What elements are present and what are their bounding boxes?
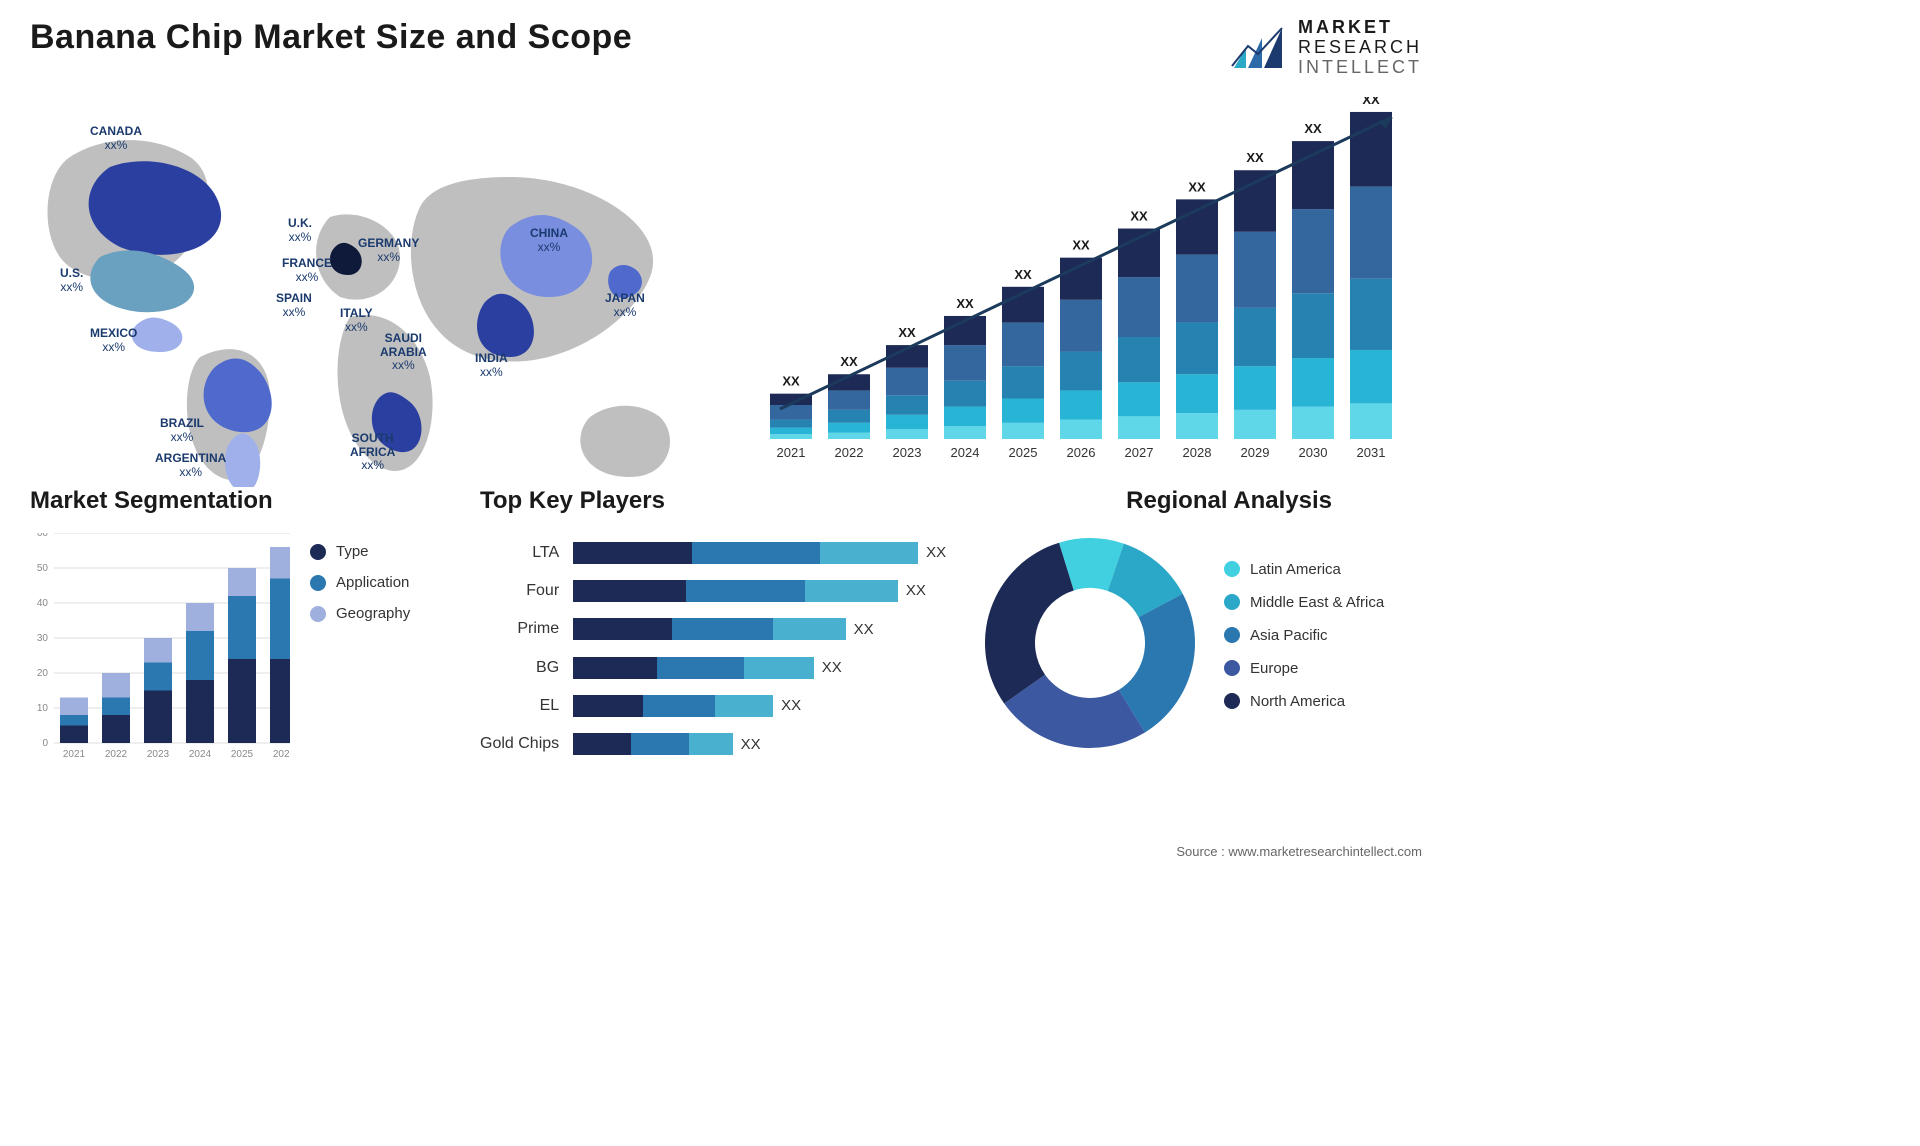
map-label: U.S.xx% [60,267,83,293]
players-bars: XX XX XX XX XX XX [573,533,950,763]
player-value: XX [926,544,946,561]
legend-item: Europe [1224,660,1384,677]
svg-text:XX: XX [1072,238,1090,253]
map-label: U.K.xx% [288,217,312,243]
map-label: SAUDIARABIAxx% [380,332,427,372]
svg-text:40: 40 [37,598,49,609]
map-label: CHINAxx% [530,227,568,253]
player-label: Four [480,582,559,600]
svg-text:20: 20 [37,668,49,679]
player-bar-row: XX [573,618,950,640]
map-label: GERMANYxx% [358,237,419,263]
svg-text:60: 60 [37,533,49,539]
svg-text:2027: 2027 [1125,445,1154,460]
player-label: Prime [480,620,559,638]
svg-text:2021: 2021 [777,445,806,460]
map-label: SPAINxx% [276,292,312,318]
svg-text:2025: 2025 [231,749,254,760]
player-value: XX [741,736,761,753]
svg-text:2030: 2030 [1299,445,1328,460]
map-label: SOUTHAFRICAxx% [350,432,395,472]
player-label: EL [480,697,559,715]
player-bar-row: XX [573,580,950,602]
svg-text:10: 10 [37,703,49,714]
growth-bar-chart: XX 2021 XX 2022 XX 2023 XX 2024 XX 2025 XX 2026 XX 20… [762,97,1422,487]
legend-item: Middle East & Africa [1224,594,1384,611]
map-label: CANADAxx% [90,125,142,151]
player-label: LTA [480,544,559,562]
player-label: Gold Chips [480,735,559,753]
svg-text:XX: XX [1304,121,1322,136]
svg-text:2026: 2026 [273,749,290,760]
svg-text:30: 30 [37,633,49,644]
svg-text:XX: XX [1188,180,1206,195]
map-label: FRANCExx% [282,257,332,283]
map-label: INDIAxx% [475,352,508,378]
player-bar-row: XX [573,542,950,564]
svg-text:2025: 2025 [1009,445,1038,460]
legend-item: Latin America [1224,561,1384,578]
svg-text:2029: 2029 [1241,445,1270,460]
player-bar-row: XX [573,657,950,679]
map-label: MEXICOxx% [90,327,137,353]
svg-text:XX: XX [1246,151,1264,166]
player-label: BG [480,659,559,677]
logo-text-1: MARKET [1298,18,1422,38]
legend-item: Asia Pacific [1224,627,1384,644]
logo-icon [1228,24,1288,72]
logo-text-3: INTELLECT [1298,58,1422,78]
svg-text:XX: XX [840,355,858,370]
regional-legend: Latin America Middle East & Africa Asia Pa… [1224,561,1384,726]
svg-text:2023: 2023 [893,445,922,460]
brand-logo: MARKET RESEARCH INTELLECT [1228,18,1422,77]
svg-text:XX: XX [898,325,916,340]
svg-text:XX: XX [1362,97,1380,107]
players-labels: LTA Four Prime BG EL Gold Chips [480,533,559,763]
map-label: BRAZILxx% [160,417,204,443]
logo-text-2: RESEARCH [1298,38,1422,58]
svg-text:2028: 2028 [1183,445,1212,460]
svg-text:2022: 2022 [835,445,864,460]
segmentation-chart: 0 10 20 30 40 50 60 2021 2022 2023 2024 2025 2026 [30,533,290,773]
map-label: ARGENTINAxx% [155,452,226,478]
regional-donut [980,533,1200,753]
player-value: XX [854,621,874,638]
map-label: ITALYxx% [340,307,373,333]
svg-text:XX: XX [782,374,800,389]
svg-text:2023: 2023 [147,749,170,760]
source-citation: Source : www.marketresearchintellect.com [1176,844,1422,859]
legend-item: Application [310,574,410,591]
svg-text:2026: 2026 [1067,445,1096,460]
regional-title: Regional Analysis [980,487,1422,515]
svg-text:50: 50 [37,563,49,574]
segmentation-legend: Type Application Geography [310,533,410,773]
svg-text:2024: 2024 [951,445,980,460]
map-label: JAPANxx% [605,292,645,318]
player-value: XX [822,659,842,676]
svg-text:0: 0 [42,738,48,749]
svg-text:2021: 2021 [63,749,86,760]
world-map-region: CANADAxx% U.S.xx% MEXICOxx% BRAZILxx% ARGENT… [30,97,722,487]
svg-text:XX: XX [1130,209,1148,224]
legend-item: Type [310,543,410,560]
svg-text:XX: XX [956,296,974,311]
svg-text:XX: XX [1014,267,1032,282]
svg-text:2024: 2024 [189,749,212,760]
player-value: XX [906,582,926,599]
legend-item: North America [1224,693,1384,710]
page-title: Banana Chip Market Size and Scope [30,18,632,57]
growth-chart-region: XX 2021 XX 2022 XX 2023 XX 2024 XX 2025 XX 2026 XX 20… [762,97,1422,487]
player-bar-row: XX [573,733,950,755]
svg-text:2022: 2022 [105,749,128,760]
svg-text:2031: 2031 [1357,445,1386,460]
player-value: XX [781,697,801,714]
player-bar-row: XX [573,695,950,717]
legend-item: Geography [310,605,410,622]
